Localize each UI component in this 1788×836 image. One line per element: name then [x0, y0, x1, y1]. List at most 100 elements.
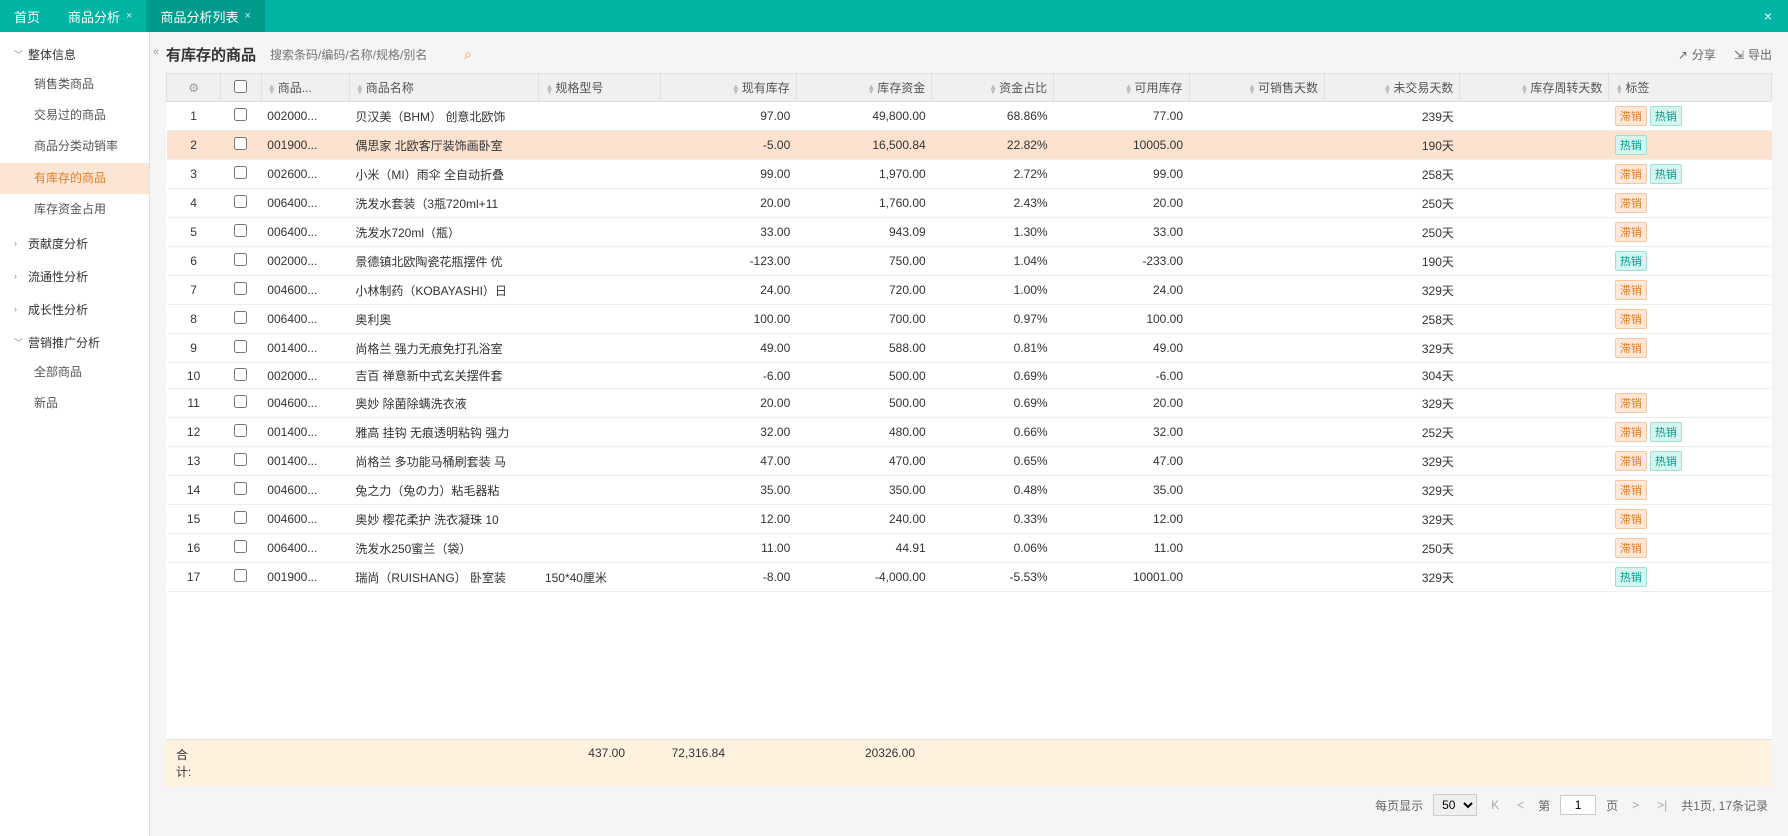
table-row[interactable]: 15004600...奥妙 樱花柔护 洗衣凝珠 1012.00240.000.3… [167, 505, 1772, 534]
pagination: 每页显示 50 K < 第 页 > >| 共1页, 17条记录 [166, 786, 1772, 824]
row-checkbox[interactable] [234, 224, 247, 237]
per-page-select[interactable]: 50 [1433, 794, 1477, 816]
table-row[interactable]: 16006400...洗发水250蜜兰（袋）11.0044.910.06%11.… [167, 534, 1772, 563]
nav-group-成长性分析[interactable]: ›成长性分析 [0, 295, 149, 324]
col-header-turn_days[interactable]: ▲▼库存周转天数 [1460, 74, 1609, 102]
cell-spec [539, 534, 661, 563]
tab-label: 首页 [14, 7, 40, 26]
chevron-down-icon: ﹀ [14, 336, 24, 349]
cell-stock: 20.00 [661, 389, 796, 418]
nav-item-全部商品[interactable]: 全部商品 [0, 357, 149, 388]
col-label: 标签 [1625, 81, 1649, 95]
search-icon[interactable]: ⌕ [464, 46, 472, 63]
row-checkbox[interactable] [234, 311, 247, 324]
cell-name: 洗发水720ml（瓶） [349, 218, 539, 247]
table-row[interactable]: 8006400...奥利奥100.00700.000.97%100.00258天… [167, 305, 1772, 334]
col-header-pct[interactable]: ▲▼资金占比 [932, 74, 1054, 102]
cell-tags: 滞销 [1609, 476, 1772, 505]
cell-tags: 滞销热销 [1609, 160, 1772, 189]
nav-item-新品[interactable]: 新品 [0, 388, 149, 419]
row-checkbox[interactable] [234, 166, 247, 179]
first-page-icon[interactable]: K [1487, 798, 1503, 812]
row-checkbox[interactable] [234, 253, 247, 266]
table-row[interactable]: 11004600...奥妙 除菌除螨洗衣液20.00500.000.69%20.… [167, 389, 1772, 418]
table-row[interactable]: 2001900...偶思家 北欧客厅装饰画卧室-5.0016,500.8422.… [167, 131, 1772, 160]
page-input[interactable] [1560, 795, 1596, 815]
nav-item-商品分类动销率[interactable]: 商品分类动销率 [0, 131, 149, 162]
col-header-stock[interactable]: ▲▼现有库存 [661, 74, 796, 102]
select-all-checkbox[interactable] [234, 80, 247, 93]
nav-item-销售类商品[interactable]: 销售类商品 [0, 69, 149, 100]
table-row[interactable]: 4006400...洗发水套装（3瓶720ml+1120.001,760.002… [167, 189, 1772, 218]
cell-code: 001400... [261, 418, 349, 447]
tab-首页[interactable]: 首页 [0, 0, 54, 32]
row-checkbox[interactable] [234, 540, 247, 553]
row-checkbox[interactable] [234, 137, 247, 150]
table-row[interactable]: 10002000...吉百 禅意新中式玄关摆件套-6.00500.000.69%… [167, 363, 1772, 389]
col-header-sell_days[interactable]: ▲▼可销售天数 [1189, 74, 1324, 102]
col-header-no_trade[interactable]: ▲▼未交易天数 [1324, 74, 1459, 102]
tab-bar-close-icon[interactable]: × [1756, 8, 1780, 24]
table-row[interactable]: 9001400...尚格兰 强力无痕免打孔浴室49.00588.000.81%4… [167, 334, 1772, 363]
export-button[interactable]: ⇲ 导出 [1734, 46, 1772, 63]
nav-item-有库存的商品[interactable]: 有库存的商品 [0, 163, 149, 194]
cell-fund: 500.00 [796, 363, 931, 389]
nav-group-流通性分析[interactable]: ›流通性分析 [0, 262, 149, 291]
table-row[interactable]: 6002000...景德镇北欧陶瓷花瓶摆件 优-123.00750.001.04… [167, 247, 1772, 276]
nav-group-营销推广分析[interactable]: ﹀营销推广分析 [0, 328, 149, 357]
nav-group-贡献度分析[interactable]: ›贡献度分析 [0, 229, 149, 258]
sort-icon: ▲▼ [356, 84, 364, 94]
cell-sell_days [1189, 505, 1324, 534]
row-checkbox[interactable] [234, 511, 247, 524]
gear-icon[interactable]: ⚙ [188, 81, 199, 95]
search-input[interactable] [270, 48, 450, 62]
table-row[interactable]: 7004600...小林制药（KOBAYASHI）日24.00720.001.0… [167, 276, 1772, 305]
row-checkbox[interactable] [234, 569, 247, 582]
cell-avail: 20.00 [1054, 189, 1189, 218]
table-row[interactable]: 3002600...小米（MI）雨伞 全自动折叠99.001,970.002.7… [167, 160, 1772, 189]
last-page-icon[interactable]: >| [1653, 798, 1671, 812]
row-checkbox[interactable] [234, 340, 247, 353]
col-header-fund[interactable]: ▲▼库存资金 [796, 74, 931, 102]
cell-sell_days [1189, 418, 1324, 447]
col-header-tags[interactable]: ▲▼标签 [1609, 74, 1772, 102]
nav-item-库存资金占用[interactable]: 库存资金占用 [0, 194, 149, 225]
table-row[interactable]: 17001900...瑞尚（RUISHANG） 卧室装150*40厘米-8.00… [167, 563, 1772, 592]
row-checkbox[interactable] [234, 453, 247, 466]
tab-close-icon[interactable]: × [126, 10, 132, 22]
cell-avail: 24.00 [1054, 276, 1189, 305]
col-header-avail[interactable]: ▲▼可用库存 [1054, 74, 1189, 102]
share-button[interactable]: ↗ 分享 [1678, 46, 1716, 63]
cell-idx: 7 [167, 276, 221, 305]
nav-item-交易过的商品[interactable]: 交易过的商品 [0, 100, 149, 131]
row-checkbox[interactable] [234, 482, 247, 495]
tab-商品分析[interactable]: 商品分析× [54, 0, 146, 32]
tab-商品分析列表[interactable]: 商品分析列表× [146, 0, 264, 32]
row-checkbox[interactable] [234, 282, 247, 295]
row-checkbox[interactable] [234, 195, 247, 208]
tag-滞销: 滞销 [1615, 393, 1647, 413]
tab-close-icon[interactable]: × [244, 10, 250, 22]
table-row[interactable]: 13001400...尚格兰 多功能马桶刷套装 马47.00470.000.65… [167, 447, 1772, 476]
table-row[interactable]: 12001400...雅高 挂钩 无痕透明粘钩 强力32.00480.000.6… [167, 418, 1772, 447]
row-checkbox[interactable] [234, 395, 247, 408]
table-row[interactable]: 14004600...兔之力（兔の力）粘毛器粘35.00350.000.48%3… [167, 476, 1772, 505]
row-checkbox[interactable] [234, 368, 247, 381]
nav-group-整体信息[interactable]: ﹀整体信息 [0, 40, 149, 69]
next-page-icon[interactable]: > [1628, 798, 1643, 812]
col-header-name[interactable]: ▲▼商品名称 [349, 74, 539, 102]
table-row[interactable]: 5006400...洗发水720ml（瓶）33.00943.091.30%33.… [167, 218, 1772, 247]
cell-code: 001900... [261, 131, 349, 160]
cell-no_trade: 329天 [1324, 505, 1459, 534]
row-checkbox[interactable] [234, 108, 247, 121]
row-checkbox[interactable] [234, 424, 247, 437]
cell-turn_days [1460, 131, 1609, 160]
prev-page-icon[interactable]: < [1513, 798, 1528, 812]
cell-spec [539, 131, 661, 160]
col-header-code[interactable]: ▲▼商品... [261, 74, 349, 102]
col-header-spec[interactable]: ▲▼规格型号 [539, 74, 661, 102]
sidebar-collapse-icon[interactable]: « [149, 42, 163, 62]
cell-avail: -233.00 [1054, 247, 1189, 276]
table-row[interactable]: 1002000...贝汉美（BHM） 创意北欧饰97.0049,800.0068… [167, 102, 1772, 131]
cell-no_trade: 329天 [1324, 334, 1459, 363]
